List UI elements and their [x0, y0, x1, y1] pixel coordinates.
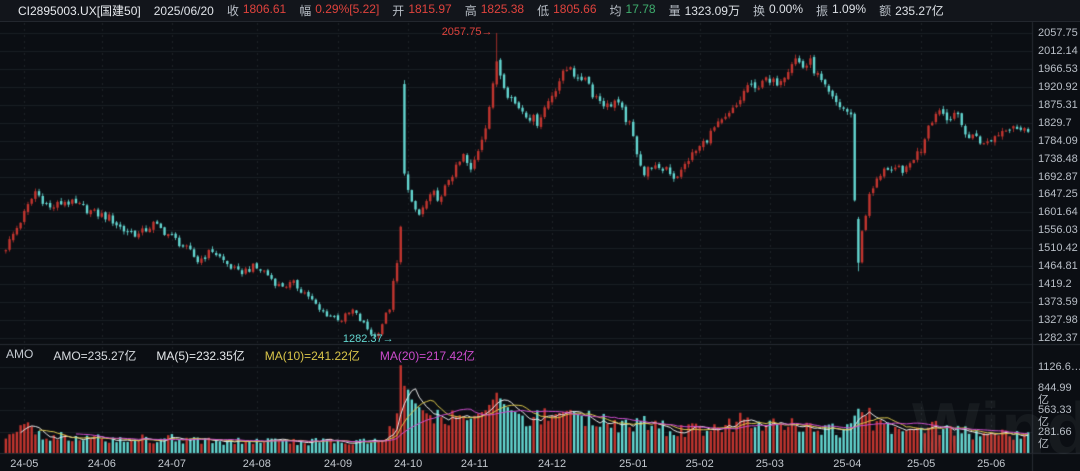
price-tick-label: 1464.81: [1038, 260, 1078, 273]
quote-date: 2025/06/20: [153, 3, 214, 18]
price-tick-label: 1920.92: [1038, 80, 1078, 93]
price-tick-label: 1373.59: [1038, 296, 1078, 309]
quote-field-振: 振 1.09%: [816, 2, 867, 18]
quote-header: CI2895003.UX[国建50] 2025/06/20 收 1806.61 幅 0…: [0, 0, 1080, 22]
amo-item-3: MA(20)=217.42亿: [379, 349, 475, 363]
quote-field-换: 换 0.00%: [752, 2, 804, 18]
price-tick-label: 1966.53: [1038, 62, 1078, 75]
date-tick-label: 25-05: [907, 458, 936, 470]
price-tick-label: 1282.37: [1038, 332, 1078, 344]
quote-field-额: 额 235.27亿: [879, 4, 944, 18]
date-tick-label: 25-06: [977, 458, 1006, 470]
quote-field-高: 高 1825.38: [464, 2, 525, 18]
price-tick-label: 1327.98: [1038, 314, 1078, 327]
price-tick-label: 1784.09: [1038, 134, 1078, 147]
date-tick-label: 25-04: [833, 458, 862, 470]
low-price-annotation: 1282.37→: [342, 333, 394, 345]
date-tick-label: 25-03: [755, 458, 784, 470]
high-price-annotation: 2057.75→: [441, 26, 493, 38]
amo-title: AMO: [6, 347, 34, 361]
quote-field-低: 低 1805.66: [537, 2, 597, 18]
volume-tick-label: 281.66亿: [1038, 425, 1072, 450]
volume-tick-label: 563.33亿: [1038, 403, 1072, 428]
quote-field-收: 收 1806.61: [226, 2, 287, 18]
price-tick-label: 1510.42: [1038, 242, 1078, 255]
quote-field-量: 量 1323.09万: [668, 4, 740, 18]
price-tick-label: 1647.25: [1038, 188, 1078, 201]
amo-values: AMO=235.27亿 MA(5)=232.35亿 MA(10)=241.22亿 MA…: [53, 347, 475, 363]
price-tick-label: 1556.03: [1038, 224, 1078, 237]
quote-field-幅: 幅 0.29%[5.22]: [299, 2, 380, 18]
amo-item-1: MA(5)=232.35亿: [156, 349, 245, 363]
date-tick-label: 24-09: [323, 458, 353, 470]
volume-tick-label: 844.99亿: [1038, 382, 1072, 407]
price-tick-label: 1829.7: [1038, 116, 1072, 129]
price-tick-label: 1601.64: [1038, 206, 1078, 219]
price-tick-label: 2012.14: [1038, 44, 1078, 57]
quote-fields: 收 1806.61 幅 0.29%[5.22] 开 1815.97 高 1825.38 低 180…: [227, 2, 944, 19]
volume-tick-label: 1126.6…: [1038, 360, 1080, 373]
price-tick-label: 1875.31: [1038, 98, 1078, 111]
date-tick-label: 24-08: [242, 458, 271, 470]
date-tick-label: 24-10: [394, 458, 423, 470]
price-tick-label: 2057.75: [1038, 27, 1078, 39]
date-tick-label: 24-06: [87, 458, 116, 470]
date-tick-label: 25-02: [685, 458, 714, 470]
amo-item-2: MA(10)=241.22亿: [264, 349, 360, 363]
date-tick-label: 24-11: [460, 458, 489, 470]
date-tick-label: 24-05: [10, 458, 39, 470]
date-tick-label: 24-12: [537, 458, 567, 470]
price-tick-label: 1738.48: [1038, 152, 1078, 165]
amo-indicator-row: AMO AMO=235.27亿 MA(5)=232.35亿 MA(10)=241.2…: [6, 347, 475, 363]
price-tick-label: 1692.87: [1038, 170, 1078, 183]
quote-field-开: 开 1815.97: [392, 2, 452, 18]
amo-item-0: AMO=235.27亿: [53, 349, 137, 363]
date-tick-label: 24-07: [157, 458, 186, 470]
symbol-name: CI2895003.UX[国建50]: [18, 4, 141, 18]
quote-field-均: 均 17.78: [609, 2, 656, 18]
price-tick-label: 1419.2: [1038, 278, 1072, 291]
date-tick-label: 25-01: [619, 458, 648, 470]
